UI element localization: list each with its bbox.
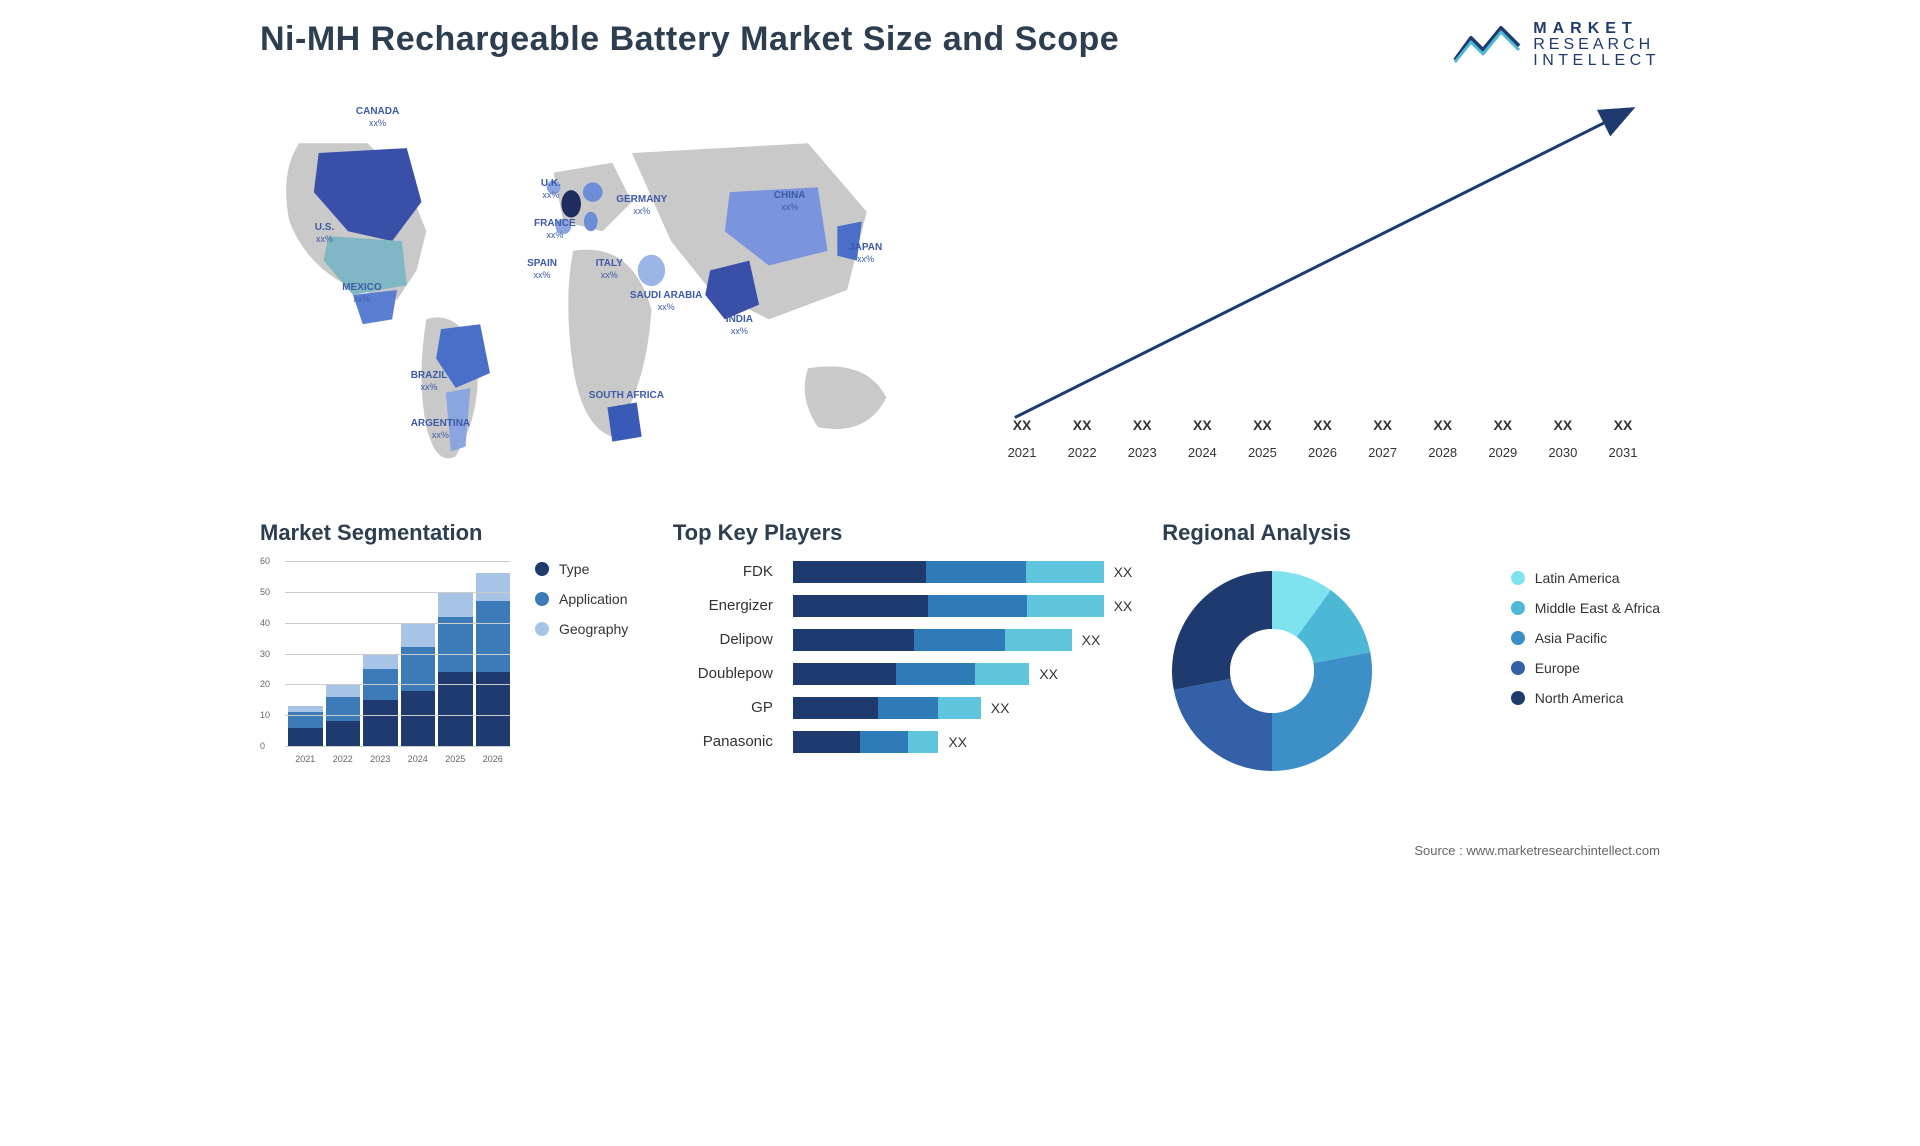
player-bar: XX <box>793 595 1132 617</box>
player-labels: FDK Energizer Delipow Doublepow GP Panasonic <box>673 561 773 753</box>
country-label: CHINAxx% <box>774 190 806 213</box>
seg-bar: 2023 <box>363 654 398 746</box>
growth-chart: XX2021 XX2022 XX2023 XX2024 XX2025 XX2026 XX20… <box>975 90 1660 490</box>
growth-bar: XX2023 <box>1115 439 1169 460</box>
player-label: Panasonic <box>673 731 773 753</box>
seg-bar: 2026 <box>476 573 511 746</box>
country-label: GERMANYxx% <box>616 194 667 217</box>
seg-bar: 2021 <box>288 706 323 746</box>
growth-bar: XX2022 <box>1055 439 1109 460</box>
segmentation-section: Market Segmentation 0102030405060 202120… <box>260 520 643 771</box>
logo-line1: MARKET <box>1533 21 1660 37</box>
country-label: ARGENTINAxx% <box>411 418 470 441</box>
segmentation-chart: 0102030405060 202120222023202420252026 <box>260 561 510 771</box>
logo: MARKET RESEARCH INTELLECT <box>1453 20 1660 70</box>
players-title: Top Key Players <box>673 520 1132 546</box>
growth-bar: XX2028 <box>1416 439 1470 460</box>
players-section: Top Key Players FDK Energizer Delipow Doubl… <box>673 520 1132 753</box>
growth-bar: XX2024 <box>1175 439 1229 460</box>
player-bar: XX <box>793 731 1132 753</box>
header: Ni-MH Rechargeable Battery Market Size a… <box>260 20 1660 70</box>
legend-item: Middle East & Africa <box>1511 600 1660 616</box>
country-label: INDIAxx% <box>726 314 753 337</box>
legend-item: Asia Pacific <box>1511 630 1660 646</box>
player-bar: XX <box>793 561 1132 583</box>
country-label: U.S.xx% <box>315 222 334 245</box>
country-label: ITALYxx% <box>596 258 623 281</box>
player-label: Doublepow <box>673 663 773 685</box>
segmentation-title: Market Segmentation <box>260 520 643 546</box>
growth-bar: XX2021 <box>995 439 1049 460</box>
source-text: Source : www.marketresearchintellect.com <box>1414 843 1660 858</box>
country-label: U.K.xx% <box>541 178 561 201</box>
player-label: FDK <box>673 561 773 583</box>
growth-bar: XX2030 <box>1536 439 1590 460</box>
country-label: SOUTH AFRICAxx% <box>589 390 664 413</box>
country-label: MEXICOxx% <box>342 282 381 305</box>
logo-text: MARKET RESEARCH INTELLECT <box>1533 21 1660 69</box>
country-label: CANADAxx% <box>356 106 399 129</box>
growth-bar: XX2027 <box>1356 439 1410 460</box>
legend-item: Latin America <box>1511 570 1660 586</box>
country-label: JAPANxx% <box>849 242 882 265</box>
player-bar: XX <box>793 629 1132 651</box>
growth-bar: XX2026 <box>1295 439 1349 460</box>
player-bar: XX <box>793 663 1132 685</box>
regional-legend: Latin America Middle East & Africa Asia Pa… <box>1511 570 1660 706</box>
legend-item: Application <box>535 591 628 607</box>
logo-line3: INTELLECT <box>1533 53 1660 69</box>
country-label: SPAINxx% <box>527 258 557 281</box>
legend-item: Geography <box>535 621 628 637</box>
seg-bar: 2025 <box>438 592 473 746</box>
player-bars-chart: XX XX XX XX XX XX <box>793 561 1132 753</box>
top-row: CANADAxx% U.S.xx% MEXICOxx% BRAZILxx% ARGENT… <box>260 90 1660 490</box>
growth-bar: XX2031 <box>1596 439 1650 460</box>
country-label: FRANCExx% <box>534 218 576 241</box>
player-label: GP <box>673 697 773 719</box>
world-map: CANADAxx% U.S.xx% MEXICOxx% BRAZILxx% ARGENT… <box>260 90 945 490</box>
player-label: Energizer <box>673 595 773 617</box>
growth-bar: XX2029 <box>1476 439 1530 460</box>
country-label: SAUDI ARABIAxx% <box>630 290 702 313</box>
player-label: Delipow <box>673 629 773 651</box>
page-title: Ni-MH Rechargeable Battery Market Size a… <box>260 20 1119 59</box>
segmentation-legend: Type Application Geography <box>535 561 628 637</box>
legend-item: Type <box>535 561 628 577</box>
country-label: BRAZILxx% <box>411 370 448 393</box>
legend-item: North America <box>1511 690 1660 706</box>
regional-title: Regional Analysis <box>1162 520 1485 546</box>
bottom-row: Market Segmentation 0102030405060 202120… <box>260 520 1660 781</box>
logo-line2: RESEARCH <box>1533 37 1660 53</box>
player-bar: XX <box>793 697 1132 719</box>
regional-section: Regional Analysis Latin America Middle Ea… <box>1162 520 1660 781</box>
regional-donut <box>1162 561 1382 781</box>
legend-item: Europe <box>1511 660 1660 676</box>
logo-mark-icon <box>1453 20 1523 70</box>
growth-bar: XX2025 <box>1235 439 1289 460</box>
